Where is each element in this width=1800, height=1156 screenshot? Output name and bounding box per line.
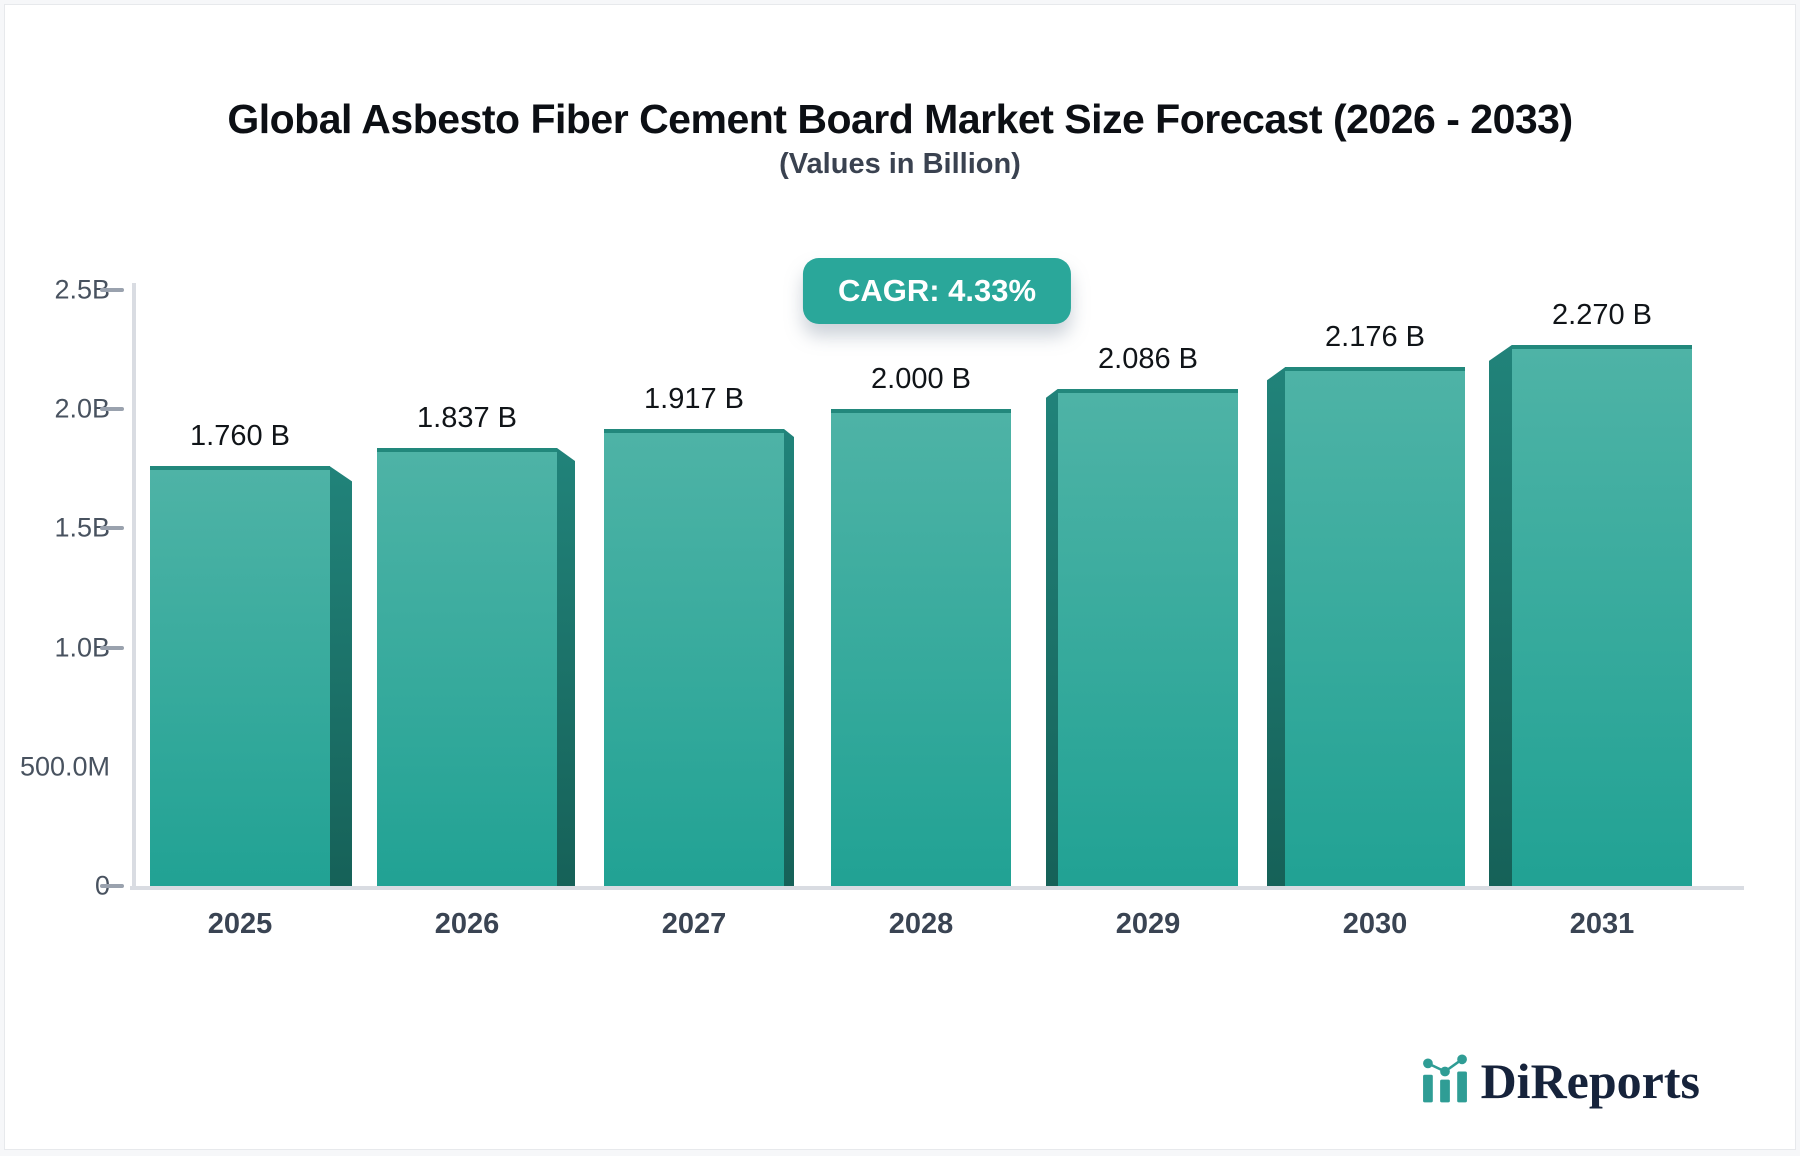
bar-value-label: 1.917 B [644, 382, 744, 415]
bar-side-face [557, 448, 575, 886]
x-axis-label-2025: 2025 [207, 908, 273, 940]
y-tick-label: 1.5B [54, 512, 110, 543]
y-tick-label: 0 [0, 871, 110, 902]
bar-value-label: 2.000 B [871, 363, 971, 396]
direports-logo: DiReports [1419, 1052, 1700, 1109]
bar-value-label: 2.176 B [1325, 321, 1425, 354]
y-tick-label: 2.5B [54, 274, 110, 305]
bar-side-face [1267, 367, 1285, 886]
bar-side-face [330, 466, 352, 886]
y-tick-dash [100, 288, 124, 292]
y-tick-label: 1.0B [54, 632, 110, 663]
bar-side-face [1046, 388, 1058, 886]
x-axis-label-2028: 2028 [888, 908, 954, 940]
bar-2031 [1512, 344, 1692, 886]
y-tick-label: 2.0B [54, 393, 110, 424]
chart-subtitle: (Values in Billion) [779, 148, 1021, 180]
bar-side-face [1489, 344, 1512, 886]
chart-title: Global Asbesto Fiber Cement Board Market… [227, 96, 1573, 142]
bar-value-label: 2.086 B [1098, 342, 1198, 375]
logo-bar-line-chart-icon [1422, 1054, 1467, 1103]
x-axis-label-2026: 2026 [434, 908, 500, 940]
bar-value-label: 2.270 B [1552, 298, 1652, 331]
bar-2028 [831, 409, 1011, 886]
y-tick-dash [100, 645, 124, 650]
bar-side-face [784, 428, 794, 886]
bar-2030 [1285, 367, 1465, 886]
cagr-badge: CAGR: 4.33% [802, 258, 1072, 324]
y-tick-dash [100, 526, 124, 531]
x-axis-label-2027: 2027 [661, 908, 727, 940]
y-tick-dash [100, 884, 124, 888]
bar-2027 [604, 428, 784, 886]
y-axis-line [132, 283, 136, 890]
bar-2029 [1058, 388, 1238, 886]
x-axis-label-2029: 2029 [1115, 908, 1181, 940]
x-axis-baseline [130, 886, 1744, 890]
bar-value-label: 1.760 B [190, 420, 290, 453]
bar-2026 [377, 448, 557, 886]
bar-2025 [150, 466, 330, 886]
x-axis-label-2030: 2030 [1342, 908, 1408, 940]
bar-value-label: 1.837 B [417, 402, 517, 435]
y-tick-dash [100, 407, 124, 412]
x-axis-label-2031: 2031 [1569, 908, 1635, 940]
y-tick-label: 500.0M [19, 751, 110, 782]
logo-text: DiReports [1480, 1053, 1700, 1109]
